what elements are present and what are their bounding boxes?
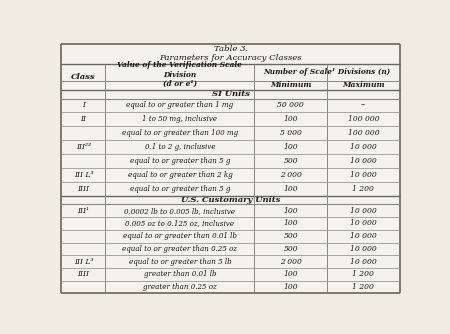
Text: 0.1 to 2 g, inclusive: 0.1 to 2 g, inclusive [144,143,215,151]
Text: equal to or greater than 0.25 oz: equal to or greater than 0.25 oz [122,245,238,253]
Text: 10 000: 10 000 [350,245,377,253]
Text: 100: 100 [284,185,298,193]
Text: U.S. Customary Units: U.S. Customary Units [181,196,280,204]
Text: 0.005 oz to 0.125 oz, inclusive: 0.005 oz to 0.125 oz, inclusive [126,219,234,227]
Text: Value of the Verification Scale
Division
(d or e¹): Value of the Verification Scale Division… [117,61,242,88]
Text: 100: 100 [284,115,298,123]
Text: 500: 500 [284,232,298,240]
Text: III L³: III L³ [74,258,93,266]
Text: III²³: III²³ [76,143,91,151]
Text: 5 000: 5 000 [280,129,302,137]
Text: 50 000: 50 000 [277,102,304,110]
Text: Table 3.: Table 3. [213,45,248,53]
Text: Number of Scale¹ Divisions (n): Number of Scale¹ Divisions (n) [263,68,391,76]
Text: 2 000: 2 000 [280,171,302,179]
Text: 2 000: 2 000 [280,258,302,266]
Text: --: -- [361,102,366,110]
Text: SI Units: SI Units [212,90,250,98]
Text: 10 000: 10 000 [350,143,377,151]
Text: equal to or greater than 100 mg: equal to or greater than 100 mg [122,129,238,137]
Text: 10 000: 10 000 [350,207,377,215]
Text: IIII: IIII [77,185,90,193]
Text: 100 000: 100 000 [347,115,379,123]
Text: II: II [81,115,86,123]
Text: Maximum: Maximum [342,81,385,89]
Text: III¹: III¹ [77,207,90,215]
Text: equal to or greater than 5 lb: equal to or greater than 5 lb [129,258,231,266]
Text: 100 000: 100 000 [347,129,379,137]
Text: 10 000: 10 000 [350,258,377,266]
Text: 500: 500 [284,245,298,253]
Text: 10 000: 10 000 [350,219,377,227]
Text: 100: 100 [284,219,298,227]
Text: Minimum: Minimum [270,81,311,89]
Text: I: I [82,102,85,110]
Text: 1 200: 1 200 [352,270,374,278]
Text: 1 200: 1 200 [352,185,374,193]
Text: equal to or greater than 5 g: equal to or greater than 5 g [130,185,230,193]
Text: 1 to 50 mg, inclusive: 1 to 50 mg, inclusive [142,115,217,123]
Text: greater than 0.01 lb: greater than 0.01 lb [144,270,216,278]
Text: 100: 100 [284,270,298,278]
Text: 500: 500 [284,157,298,165]
Text: IIII: IIII [77,270,90,278]
Text: Class: Class [71,73,96,80]
Text: 10 000: 10 000 [350,157,377,165]
Text: 100: 100 [284,207,298,215]
Text: 100: 100 [284,143,298,151]
Text: equal to or greater than 0.01 lb: equal to or greater than 0.01 lb [123,232,237,240]
Text: equal to or greater than 1 mg: equal to or greater than 1 mg [126,102,234,110]
Text: equal to or greater than 2 kg: equal to or greater than 2 kg [127,171,232,179]
Text: Parameters for Accuracy Classes: Parameters for Accuracy Classes [159,54,302,62]
Text: III L³: III L³ [74,171,93,179]
Text: 0.0002 lb to 0.005 lb, inclusive: 0.0002 lb to 0.005 lb, inclusive [124,207,235,215]
Text: 10 000: 10 000 [350,232,377,240]
Text: 1 200: 1 200 [352,283,374,291]
Text: 10 000: 10 000 [350,171,377,179]
Text: 100: 100 [284,283,298,291]
Text: equal to or greater than 5 g: equal to or greater than 5 g [130,157,230,165]
Text: greater than 0.25 oz: greater than 0.25 oz [143,283,217,291]
